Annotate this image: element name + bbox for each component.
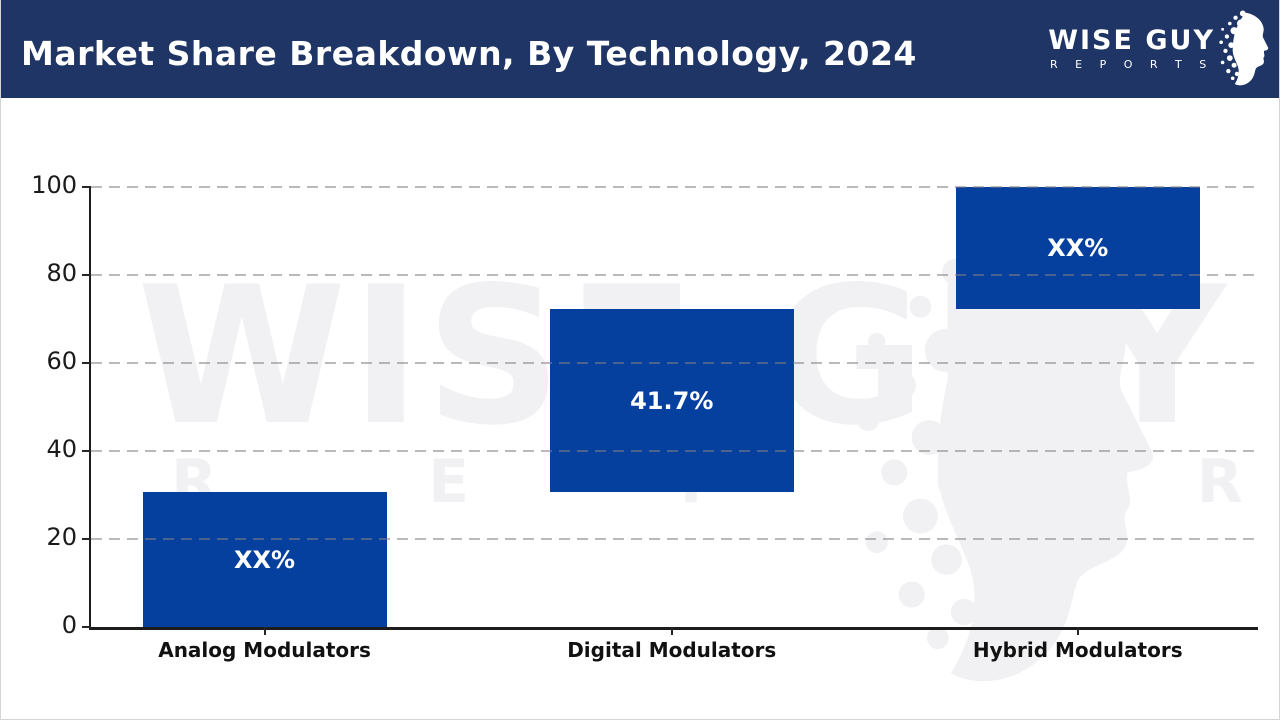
y-tick-label-40: 40	[46, 435, 77, 463]
y-tick-label-0: 0	[61, 611, 77, 639]
y-tick-mark-100	[82, 186, 91, 188]
logo-subtitle: R E P O R T S	[1050, 58, 1214, 71]
bar-analog-modulators: XX%	[142, 492, 387, 627]
y-tick-mark-60	[82, 362, 91, 364]
y-tick-label-100: 100	[31, 171, 77, 199]
y-tick-mark-0	[82, 626, 91, 628]
gridline-60	[91, 362, 1256, 364]
y-axis-line	[89, 187, 91, 629]
y-tick-label-20: 20	[46, 523, 77, 551]
x-tick-mark-0	[263, 627, 266, 635]
bar-value-label: XX%	[1047, 233, 1109, 262]
y-tick-mark-20	[82, 538, 91, 540]
gridline-40	[91, 450, 1256, 452]
x-axis-label-0: Analog Modulators	[158, 638, 371, 662]
header-bar: Market Share Breakdown, By Technology, 2…	[1, 0, 1279, 98]
x-tick-mark-2	[1076, 627, 1079, 635]
logo-wordmark: WISE GUY	[1048, 25, 1215, 56]
x-axis-label-2: Hybrid Modulators	[972, 638, 1183, 662]
y-tick-label-80: 80	[46, 259, 77, 287]
x-tick-mark-1	[670, 627, 673, 635]
gridline-100	[91, 186, 1256, 188]
y-tick-label-60: 60	[46, 347, 77, 375]
dotted-face-logo-icon	[1201, 8, 1273, 88]
gridline-80	[91, 274, 1256, 276]
plot-area: XX% 41.7% XX%	[91, 186, 1256, 627]
page-title: Market Share Breakdown, By Technology, 2…	[21, 34, 917, 73]
bar-hybrid-modulators: XX%	[955, 187, 1200, 309]
bar-value-label: 41.7%	[630, 386, 714, 415]
bar-value-label: XX%	[234, 545, 296, 574]
bar-digital-modulators: 41.7%	[549, 308, 794, 493]
y-tick-mark-40	[82, 450, 91, 452]
logo-text: WISE GUY R E P O R T S	[1048, 25, 1215, 71]
y-tick-mark-80	[82, 274, 91, 276]
gridline-20	[91, 538, 1256, 540]
x-axis-line	[89, 627, 1258, 630]
wise-guy-reports-logo: WISE GUY R E P O R T S	[1048, 8, 1273, 88]
x-axis-label-1: Digital Modulators	[567, 638, 777, 662]
